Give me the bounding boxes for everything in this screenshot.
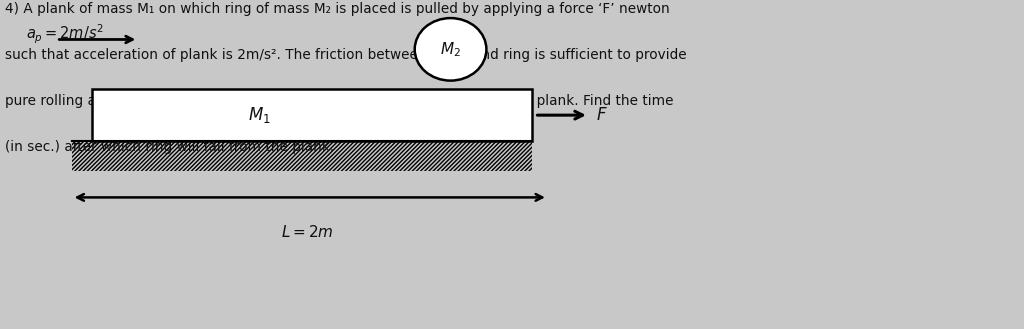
Text: pure rolling and plank is of length 2m. Initially ring is at extreme right end o: pure rolling and plank is of length 2m. …	[5, 94, 674, 108]
Text: (in sec.) after which ring will fall from the plank.: (in sec.) after which ring will fall fro…	[5, 140, 335, 154]
Bar	[72, 141, 532, 171]
Text: such that acceleration of plank is 2m/s². The friction between plank and ring is: such that acceleration of plank is 2m/s²…	[5, 48, 687, 62]
Text: $a_p= 2m/s^2$: $a_p= 2m/s^2$	[26, 23, 103, 46]
Text: $F$: $F$	[596, 106, 607, 124]
Bar	[92, 89, 532, 141]
Text: 4) A plank of mass M₁ on which ring of mass M₂ is placed is pulled by applying a: 4) A plank of mass M₁ on which ring of m…	[5, 2, 670, 16]
Text: $L=2m$: $L=2m$	[281, 224, 334, 240]
Ellipse shape	[415, 18, 486, 81]
Text: $M_1$: $M_1$	[248, 105, 270, 125]
Text: $M_2$: $M_2$	[440, 40, 461, 59]
